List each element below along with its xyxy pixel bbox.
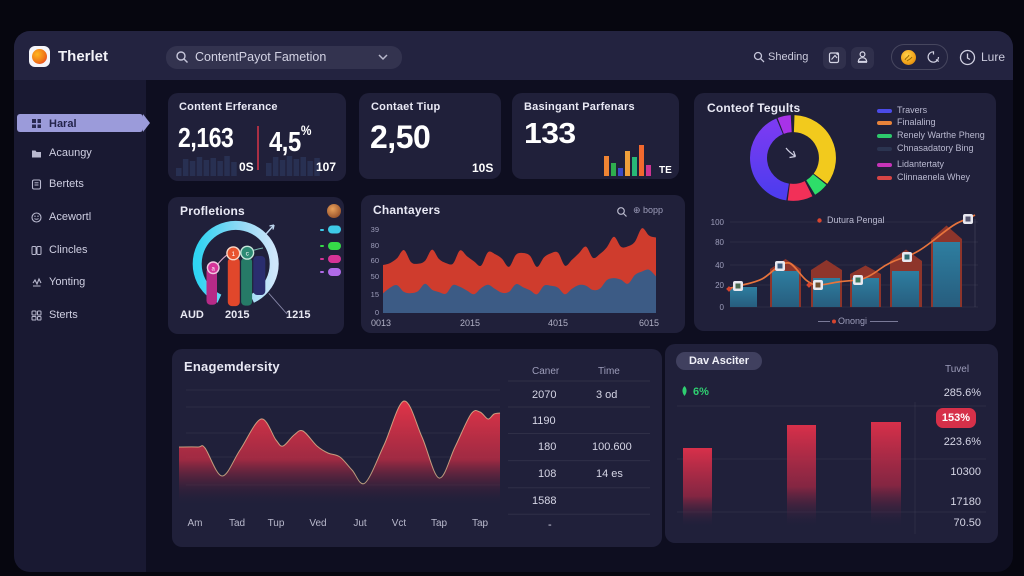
svg-text:3 od: 3 od: [596, 389, 617, 401]
svg-text:39: 39: [371, 225, 379, 234]
svg-text:20: 20: [715, 281, 724, 290]
svg-text:6015: 6015: [639, 318, 659, 328]
svg-text:-: -: [548, 519, 552, 531]
svg-text:Tap: Tap: [472, 518, 489, 529]
svg-text:4015: 4015: [548, 318, 568, 328]
svg-text:100: 100: [711, 218, 725, 227]
svg-text:0: 0: [375, 308, 379, 317]
svg-text:Jut: Jut: [353, 518, 367, 529]
svg-text:40: 40: [715, 261, 724, 270]
svg-text:Vct: Vct: [392, 518, 407, 529]
svg-text:0013: 0013: [371, 318, 391, 328]
svg-text:Tup: Tup: [268, 518, 285, 529]
svg-text:2070: 2070: [532, 389, 556, 401]
svg-text:Am: Am: [188, 518, 203, 529]
svg-text:80: 80: [715, 238, 724, 247]
svg-text:Ved: Ved: [309, 518, 326, 529]
svg-text:15: 15: [371, 290, 379, 299]
svg-text:a: a: [212, 267, 216, 273]
svg-text:0: 0: [720, 303, 725, 312]
svg-text:100.600: 100.600: [592, 441, 632, 453]
svg-text:50: 50: [371, 272, 379, 281]
svg-text:Tap: Tap: [431, 518, 448, 529]
svg-text:Time: Time: [598, 366, 620, 377]
svg-text:80: 80: [371, 241, 379, 250]
svg-text:108: 108: [538, 468, 556, 480]
svg-text:1190: 1190: [532, 415, 556, 427]
svg-text:1588: 1588: [532, 495, 556, 507]
svg-text:2015: 2015: [460, 318, 480, 328]
svg-text:60: 60: [371, 256, 379, 265]
svg-text:180: 180: [538, 441, 556, 453]
svg-text:14 es: 14 es: [596, 468, 623, 480]
svg-text:1: 1: [231, 251, 235, 258]
svg-text:c: c: [246, 251, 250, 258]
svg-text:Tad: Tad: [229, 518, 245, 529]
svg-text:Caner: Caner: [532, 366, 560, 377]
